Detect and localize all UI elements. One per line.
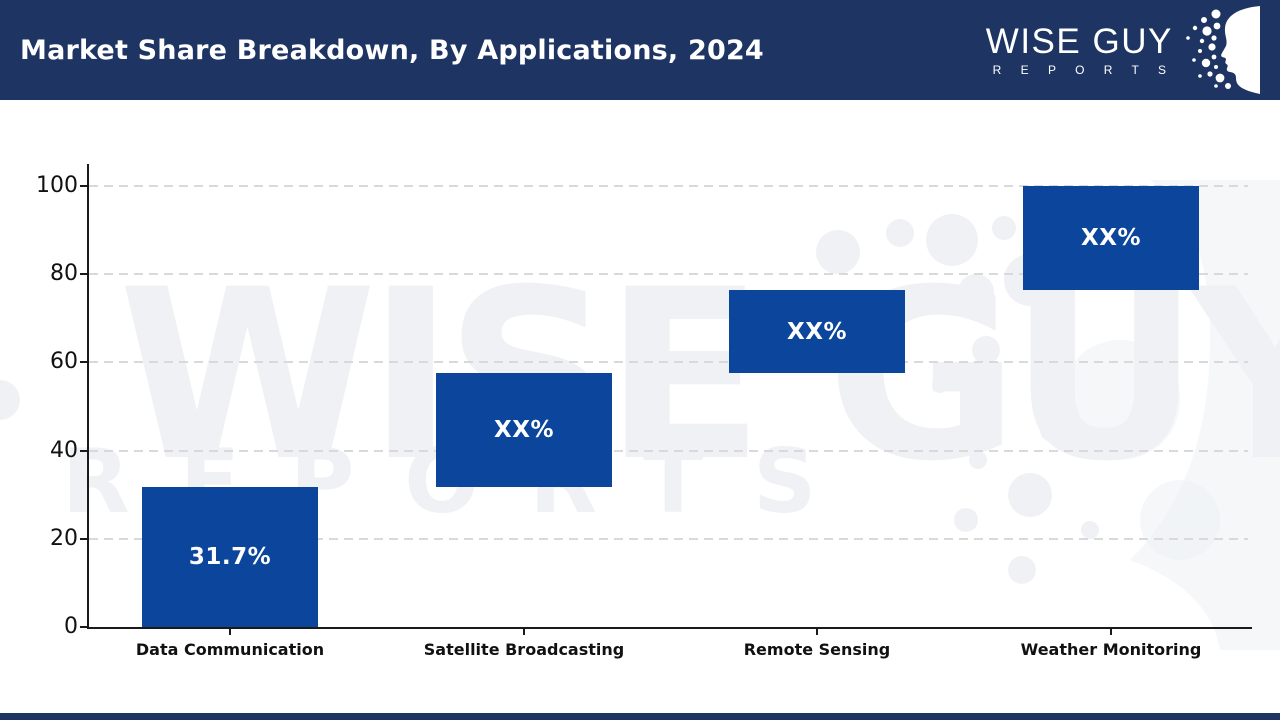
gridline-100 (89, 185, 1248, 187)
y-tick-label-60: 60 (50, 349, 78, 375)
gridline-60 (89, 361, 1248, 364)
logo-wordmark: WISE GUY (985, 21, 1173, 61)
gridline-40 (89, 449, 1248, 452)
y-tick-label-80: 80 (50, 261, 78, 287)
bar-weather-monitoring: XX% (1023, 186, 1199, 291)
logo-text: WISE GUY R E P O R T S (985, 21, 1174, 77)
bar-satellite-broadcasting: XX% (436, 372, 612, 488)
y-axis-spine (87, 164, 89, 629)
y-tick-label-0: 0 (64, 614, 78, 639)
gridline-80 (89, 273, 1248, 276)
category-label-2: Remote Sensing (743, 640, 891, 659)
y-tick-100 (80, 185, 88, 187)
bar-value-label: 31.7% (188, 544, 272, 571)
footer-bar (0, 713, 1280, 720)
header-bar: Market Share Breakdown, By Applications,… (0, 0, 1280, 100)
y-tick-label-100: 100 (36, 173, 78, 198)
category-label-0: Data Communication (135, 640, 325, 659)
x-tick-2 (816, 627, 818, 635)
y-tick-label-20: 20 (50, 525, 78, 551)
y-tick-80 (80, 273, 88, 276)
page-title: Market Share Breakdown, By Applications,… (20, 34, 764, 66)
x-tick-1 (523, 627, 525, 635)
x-tick-3 (1110, 627, 1112, 635)
bar-value-label: XX% (1080, 225, 1141, 252)
logo-face-icon (1186, 6, 1260, 94)
logo-subtitle: R E P O R T S (992, 62, 1174, 77)
bar-value-label: XX% (493, 417, 554, 444)
y-tick-40 (80, 449, 88, 452)
x-tick-0 (229, 627, 231, 635)
y-tick-60 (80, 361, 88, 364)
gridline-20 (89, 537, 1248, 540)
y-tick-label-40: 40 (50, 437, 78, 463)
category-label-3: Weather Monitoring (1020, 640, 1202, 659)
category-label-1: Satellite Broadcasting (423, 640, 625, 659)
bar-value-label: XX% (786, 318, 847, 345)
bar-remote-sensing: XX% (729, 290, 905, 373)
wise-guy-reports-logo: WISE GUY R E P O R T S (985, 6, 1260, 94)
watermark-face-dots (0, 180, 1280, 650)
y-tick-20 (80, 537, 88, 540)
y-tick-0 (80, 626, 88, 628)
bar-data-communication: 31.7% (142, 487, 318, 627)
x-axis-spine (87, 627, 1252, 629)
